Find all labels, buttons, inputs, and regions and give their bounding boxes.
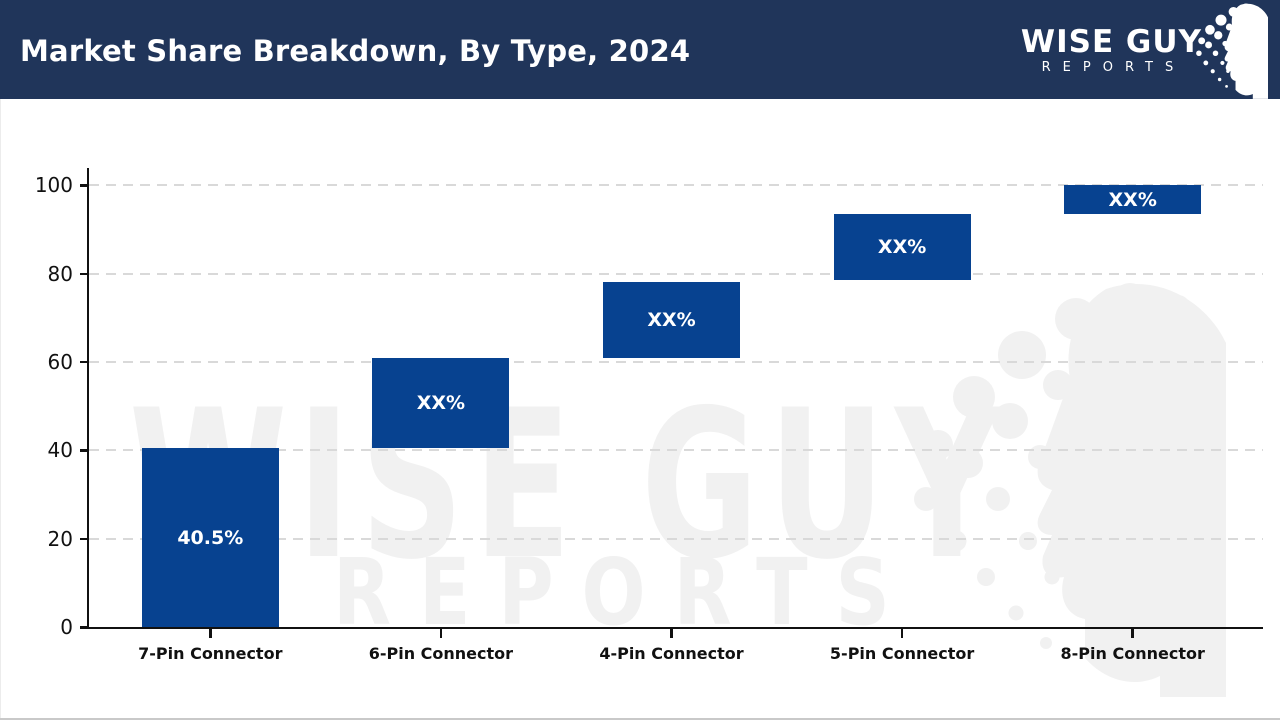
y-axis xyxy=(87,167,89,629)
bar-value-label: XX% xyxy=(877,236,927,259)
y-axis-tick xyxy=(80,537,89,541)
x-axis-tick xyxy=(439,629,443,638)
x-tick-label: 7-Pin Connector xyxy=(138,644,283,663)
y-tick-label: 0 xyxy=(60,615,73,639)
bar-value-label: 40.5% xyxy=(177,526,244,549)
y-axis-tick xyxy=(80,360,89,364)
y-axis-tick xyxy=(80,184,89,187)
brand-face-icon xyxy=(1196,3,1268,99)
y-tick-label: 100 xyxy=(34,173,73,198)
chart-header: Market Share Breakdown, By Type, 2024 WI… xyxy=(0,0,1280,99)
bar-segment: XX% xyxy=(1064,185,1202,214)
chart-area: WISE GUY REPORTS 0 20 40 60 80 100 40.5% 7-Pin … xyxy=(0,99,1280,718)
footer-divider xyxy=(0,718,1280,720)
gridline xyxy=(89,449,1263,452)
y-axis-tick xyxy=(80,626,89,629)
bar-value-label: XX% xyxy=(416,391,466,414)
bar-value-label: XX% xyxy=(1108,188,1157,211)
gridline xyxy=(89,360,1263,363)
brand-name: WISE GUY xyxy=(1020,23,1202,60)
y-tick-label: 40 xyxy=(47,438,73,463)
bar-segment: XX% xyxy=(833,214,971,281)
x-axis xyxy=(87,627,1263,629)
x-tick-label: 6-Pin Connector xyxy=(368,644,514,663)
y-tick-label: 20 xyxy=(47,526,73,551)
chart-title: Market Share Breakdown, By Type, 2024 xyxy=(20,34,691,68)
gridline xyxy=(89,184,1263,187)
watermark-text-secondary: REPORTS xyxy=(333,539,918,646)
plot-area: 0 20 40 60 80 100 40.5% 7-Pin Connector XX% 6-Pin… xyxy=(1,99,1280,718)
gridline xyxy=(89,272,1263,275)
x-axis-tick xyxy=(900,629,904,638)
x-tick-label: 5-Pin Connector xyxy=(829,644,975,663)
x-axis-tick xyxy=(1131,629,1134,638)
gridline xyxy=(89,537,1263,540)
bar-segment: XX% xyxy=(372,357,510,449)
x-tick-label: 4-Pin Connector xyxy=(599,644,744,663)
y-axis-tick xyxy=(80,272,89,276)
brand-text: WISE GUY REPORTS xyxy=(1020,23,1202,75)
brand-logo: WISE GUY REPORTS xyxy=(1020,3,1268,99)
bar-segment: 40.5% xyxy=(141,448,279,627)
bar-value-label: XX% xyxy=(647,309,696,331)
brand-subname: REPORTS xyxy=(1041,59,1186,75)
x-axis-tick xyxy=(209,629,212,638)
y-tick-label: 80 xyxy=(47,261,73,286)
x-axis-tick xyxy=(670,629,673,638)
bar-segment: XX% xyxy=(603,282,740,358)
y-tick-label: 60 xyxy=(47,349,73,374)
watermark-face-icon xyxy=(914,283,1226,697)
y-axis-tick xyxy=(80,449,89,452)
x-tick-label: 8-Pin Connector xyxy=(1060,644,1205,663)
